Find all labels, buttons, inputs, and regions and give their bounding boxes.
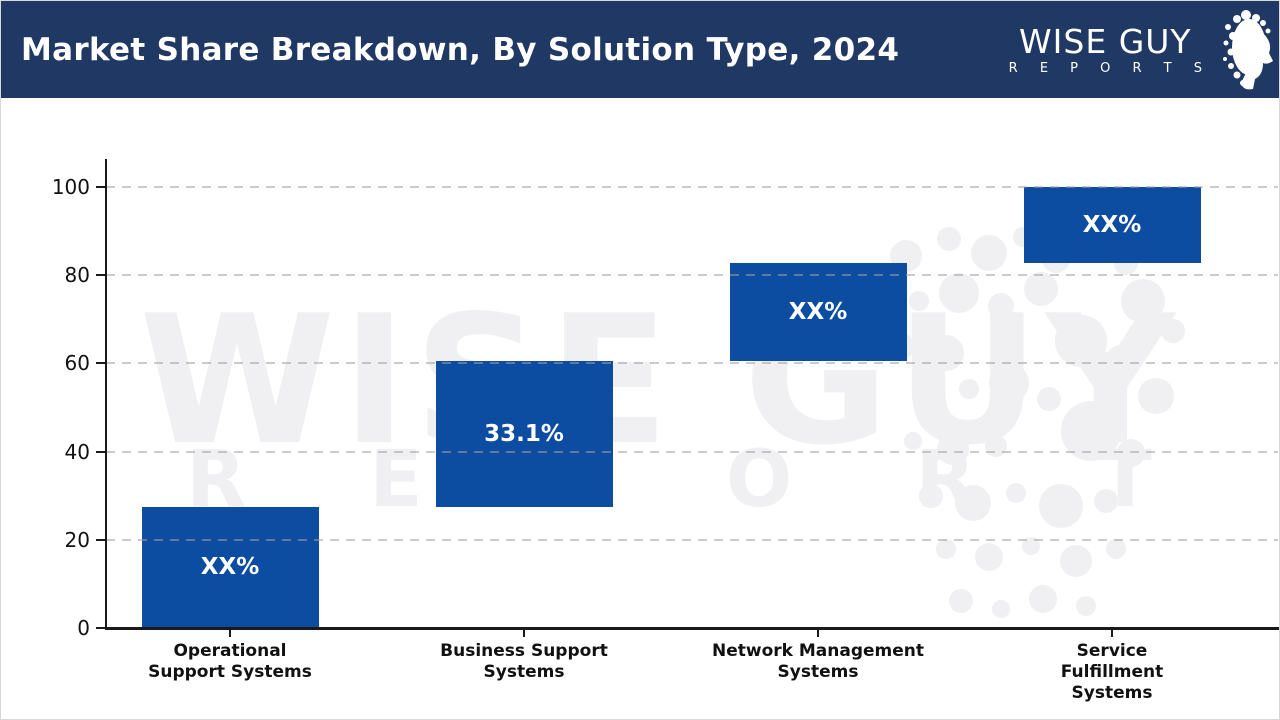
watermark-dot [1121, 279, 1165, 323]
gridline [106, 362, 1278, 365]
x-category-label: Operational Support Systems [148, 641, 312, 682]
y-tick-label: 60 [64, 351, 90, 376]
bar: XX% [141, 506, 319, 628]
gridline [106, 538, 1278, 541]
watermark-dot [1105, 345, 1137, 377]
gridline [106, 450, 1278, 453]
watermark-dot [1060, 545, 1092, 577]
watermark-dot [1055, 315, 1107, 367]
watermark-dot [985, 435, 1007, 457]
y-tick-label: 100 [51, 175, 90, 199]
page-title: Market Share Breakdown, By Solution Type… [21, 31, 900, 68]
watermark-dot [1039, 484, 1083, 528]
dotted-head-profile-icon [1223, 10, 1273, 90]
gridline [106, 274, 1278, 277]
watermark-dot [988, 293, 1014, 319]
watermark-dot [936, 539, 956, 559]
watermark-dot [939, 273, 979, 313]
y-tick-label: 40 [64, 439, 90, 464]
watermark-dot [955, 485, 991, 521]
y-axis-line [105, 159, 107, 629]
watermark-dot [904, 432, 922, 450]
y-tick-mark [96, 362, 105, 365]
y-tick-mark [96, 538, 105, 541]
watermark-dot [971, 235, 1007, 271]
x-tick-mark [1111, 628, 1113, 637]
y-tick-label: 0 [77, 616, 90, 640]
bar-label: XX% [200, 554, 260, 581]
watermark-dot [909, 291, 929, 311]
watermark-dot [1106, 539, 1126, 559]
y-tick-label: 80 [64, 263, 90, 288]
x-tick-mark [229, 628, 231, 637]
bar: 33.1% [435, 360, 613, 507]
brand-name: WISE GUY [1019, 22, 1192, 61]
bar-label: 33.1% [484, 420, 564, 447]
bar-label: XX% [788, 299, 848, 325]
brand-logo-text: WISE GUY R E P O R T S [1000, 22, 1211, 77]
x-tick-mark [817, 628, 819, 637]
watermark-dot [928, 335, 964, 371]
brand-logo: WISE GUY R E P O R T S [1000, 7, 1275, 93]
brand-subname: R E P O R T S [1008, 61, 1211, 76]
watermark-dot [989, 363, 1029, 403]
x-category-label: Business Support Systems [440, 641, 608, 682]
watermark-dot [959, 379, 979, 399]
gridline [106, 186, 1278, 188]
y-tick-label: 20 [64, 527, 90, 552]
watermark-dot [949, 589, 973, 613]
x-axis-line [105, 627, 1279, 630]
watermark-dot [1094, 489, 1118, 513]
bar-label: XX% [1082, 212, 1142, 239]
watermark-dot [992, 600, 1010, 618]
watermark-dot [937, 227, 961, 251]
y-tick-mark [96, 450, 105, 453]
x-tick-mark [523, 628, 525, 637]
watermark-dot [919, 484, 943, 508]
watermark-dot [975, 543, 1003, 571]
bar: XX% [729, 263, 907, 361]
x-category-label: Network Management Systems [711, 641, 924, 682]
watermark-dot [1076, 596, 1096, 616]
y-tick-mark [96, 186, 105, 188]
watermark-dot [1024, 272, 1058, 306]
header-bar: Market Share Breakdown, By Solution Type… [1, 1, 1279, 98]
watermark-sub-text: R E P O R T S [186, 435, 1280, 525]
watermark-dot [1006, 483, 1026, 503]
watermark-dot [1161, 319, 1185, 343]
watermark-dot [1117, 439, 1145, 467]
watermark-dot [1138, 378, 1174, 414]
watermark-dot [1022, 537, 1040, 555]
watermark-dot [937, 433, 969, 465]
watermark-dot [1029, 585, 1057, 613]
x-category-label: Service Fulfillment Systems [1060, 641, 1164, 703]
y-tick-mark [96, 627, 105, 629]
y-tick-mark [96, 274, 105, 277]
watermark-dot [1037, 387, 1061, 411]
watermark-dot [912, 382, 940, 410]
bar: XX% [1023, 187, 1201, 264]
